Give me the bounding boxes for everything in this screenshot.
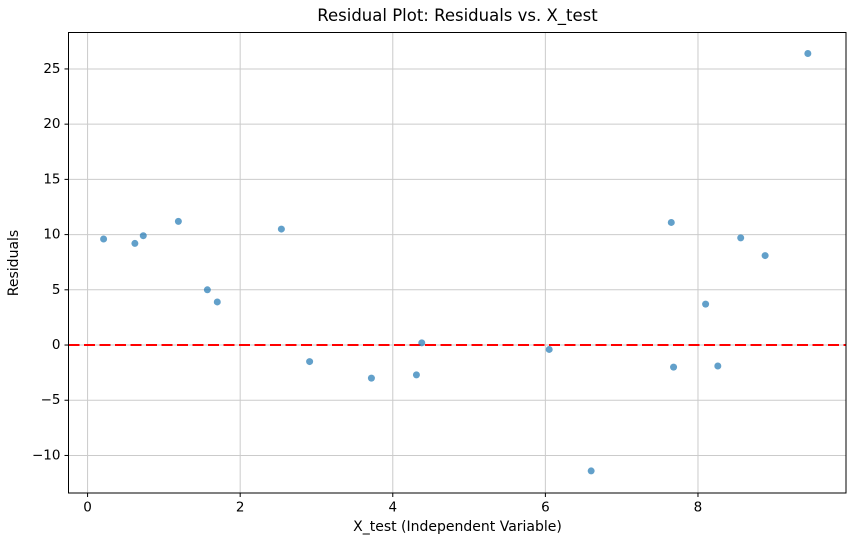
data-point [714,362,722,370]
data-point [100,235,108,243]
y-axis-label: Residuals [6,229,22,297]
data-point [139,232,147,240]
x-tick-label: 2 [236,500,245,516]
data-point [306,358,314,366]
data-point [761,252,769,260]
data-point [367,374,375,382]
y-tick-label: 25 [43,61,60,77]
y-tick-label: 10 [43,227,60,243]
x-tick-label: 4 [388,500,397,516]
y-tick-label: −10 [32,447,61,463]
y-tick-label: −5 [41,392,61,408]
data-point [804,49,812,57]
y-tick-label: 20 [43,116,60,132]
data-point [277,225,285,233]
data-point [174,217,182,225]
data-point [418,339,426,347]
data-point [587,467,595,475]
x-tick-label: 6 [541,500,550,516]
data-point [667,218,675,226]
x-tick-label: 8 [694,500,703,516]
data-point [203,286,211,294]
x-axis-label: X_test (Independent Variable) [353,519,562,535]
data-point [702,300,710,308]
data-point [545,345,553,353]
data-point [213,298,221,306]
y-tick-label: 5 [52,282,61,298]
data-point [131,239,139,247]
data-point [412,371,420,379]
data-point [737,234,745,242]
y-tick-label: 0 [52,337,61,353]
data-point [670,363,678,371]
chart-title: Residual Plot: Residuals vs. X_test [317,6,598,25]
y-tick-label: 15 [43,171,60,187]
x-tick-label: 0 [83,500,92,516]
plot-border [68,32,847,494]
